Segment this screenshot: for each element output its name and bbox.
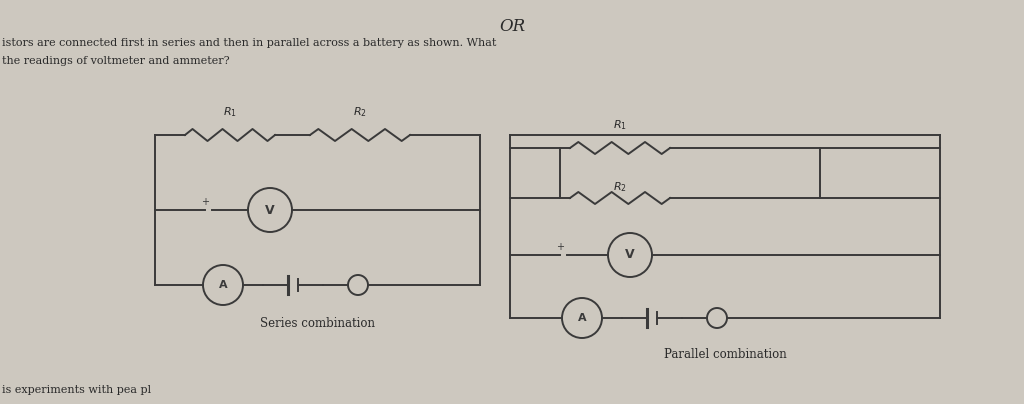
- Text: is experiments with pea pl: is experiments with pea pl: [2, 385, 152, 395]
- Text: A: A: [578, 313, 587, 323]
- Text: $R_2$: $R_2$: [613, 180, 627, 194]
- Text: V: V: [265, 204, 274, 217]
- Text: Series combination: Series combination: [260, 317, 375, 330]
- Text: +: +: [201, 197, 209, 207]
- Text: OR: OR: [499, 18, 525, 35]
- Text: $R_2$: $R_2$: [353, 105, 367, 119]
- Text: Parallel combination: Parallel combination: [664, 348, 786, 361]
- Text: A: A: [219, 280, 227, 290]
- Text: istors are connected first in series and then in parallel across a battery as sh: istors are connected first in series and…: [2, 38, 497, 48]
- Text: $R_1$: $R_1$: [223, 105, 237, 119]
- Text: V: V: [626, 248, 635, 261]
- Text: +: +: [556, 242, 564, 252]
- Text: $R_1$: $R_1$: [613, 118, 627, 132]
- Text: the readings of voltmeter and ammeter?: the readings of voltmeter and ammeter?: [2, 56, 229, 66]
